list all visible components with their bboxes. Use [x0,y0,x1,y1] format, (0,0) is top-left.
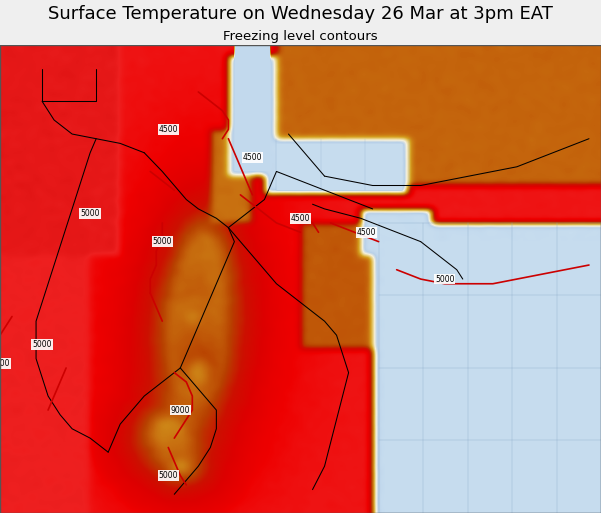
Text: 5000: 5000 [153,237,172,246]
Text: 4500: 4500 [357,228,376,237]
Text: Surface Temperature on Wednesday 26 Mar at 3pm EAT: Surface Temperature on Wednesday 26 Mar … [48,5,553,23]
Text: 9000: 9000 [171,406,190,415]
Text: 4500: 4500 [291,214,310,223]
Text: 5000: 5000 [81,209,100,218]
Text: Freezing level contours: Freezing level contours [223,30,378,43]
Text: 5000: 5000 [0,359,10,368]
Text: 5000: 5000 [32,340,52,349]
Text: 4500: 4500 [159,125,178,134]
Text: 5000: 5000 [159,471,178,480]
Text: 5000: 5000 [435,274,454,284]
Text: 4500: 4500 [243,153,262,162]
